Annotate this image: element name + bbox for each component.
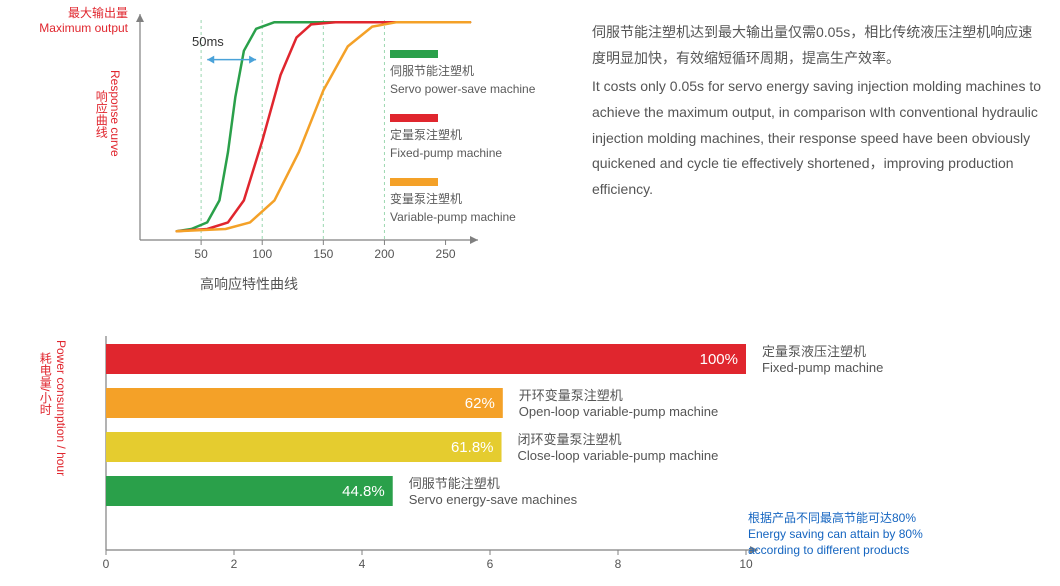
max-output-en: Maximum output	[28, 21, 128, 35]
svg-text:6: 6	[487, 557, 494, 571]
legend-item: 定量泵注塑机Fixed-pump machine	[390, 114, 535, 162]
svg-text:0: 0	[103, 557, 110, 571]
svg-text:62%: 62%	[465, 395, 495, 412]
svg-text:4: 4	[359, 557, 366, 571]
bar-yaxis-en: Power consunption / hour	[54, 340, 68, 476]
svg-text:10: 10	[739, 557, 753, 571]
response-curve-en: Response curve	[108, 70, 122, 157]
svg-text:2: 2	[231, 557, 238, 571]
paragraph-en: It costs only 0.05s for servo energy sav…	[592, 74, 1042, 203]
svg-text:定量泵液压注塑机: 定量泵液压注塑机	[762, 344, 866, 359]
max-output-cn: 最大输出量	[28, 4, 128, 21]
svg-text:8: 8	[615, 557, 622, 571]
legend-item: 伺服节能注塑机Servo power-save machine	[390, 50, 535, 98]
svg-text:200: 200	[374, 247, 394, 261]
svg-text:闭环变量泵注塑机: 闭环变量泵注塑机	[518, 432, 622, 447]
note-cn: 根据产品不同最高节能可达80%	[748, 510, 978, 526]
svg-text:50: 50	[194, 247, 208, 261]
svg-text:伺服节能注塑机: 伺服节能注塑机	[409, 476, 500, 491]
svg-text:Fixed-pump machine: Fixed-pump machine	[762, 360, 883, 375]
bar	[106, 388, 503, 418]
svg-text:100%: 100%	[700, 351, 738, 368]
svg-text:61.8%: 61.8%	[451, 439, 494, 456]
svg-text:44.8%: 44.8%	[342, 483, 385, 500]
svg-text:Servo energy-save machines: Servo energy-save machines	[409, 492, 578, 507]
fifty-ms-label: 50ms	[192, 34, 224, 49]
legend-item: 变量泵注塑机Variable-pump machine	[390, 178, 535, 226]
svg-text:150: 150	[313, 247, 333, 261]
bar	[106, 344, 746, 374]
response-curve-cn: 响应曲线	[94, 90, 108, 138]
note-en: Energy saving can attain by 80% accordin…	[748, 526, 978, 558]
svg-text:Close-loop variable-pump machi: Close-loop variable-pump machine	[518, 448, 719, 463]
svg-text:250: 250	[436, 247, 456, 261]
chart1-legend: 伺服节能注塑机Servo power-save machine 定量泵注塑机Fi…	[390, 50, 535, 242]
svg-text:开环变量泵注塑机: 开环变量泵注塑机	[519, 388, 623, 403]
svg-text:100: 100	[252, 247, 272, 261]
bar	[106, 432, 502, 462]
chart1-title: 高响应特性曲线	[200, 274, 298, 294]
paragraph-cn: 伺服节能注塑机达到最大输出量仅需0.05s，相比传统液压注塑机响应速度明显加快，…	[592, 20, 1042, 72]
svg-text:Open-loop variable-pump machin: Open-loop variable-pump machine	[519, 404, 718, 419]
bar-yaxis-cn: 耗电量/小时	[38, 352, 52, 415]
